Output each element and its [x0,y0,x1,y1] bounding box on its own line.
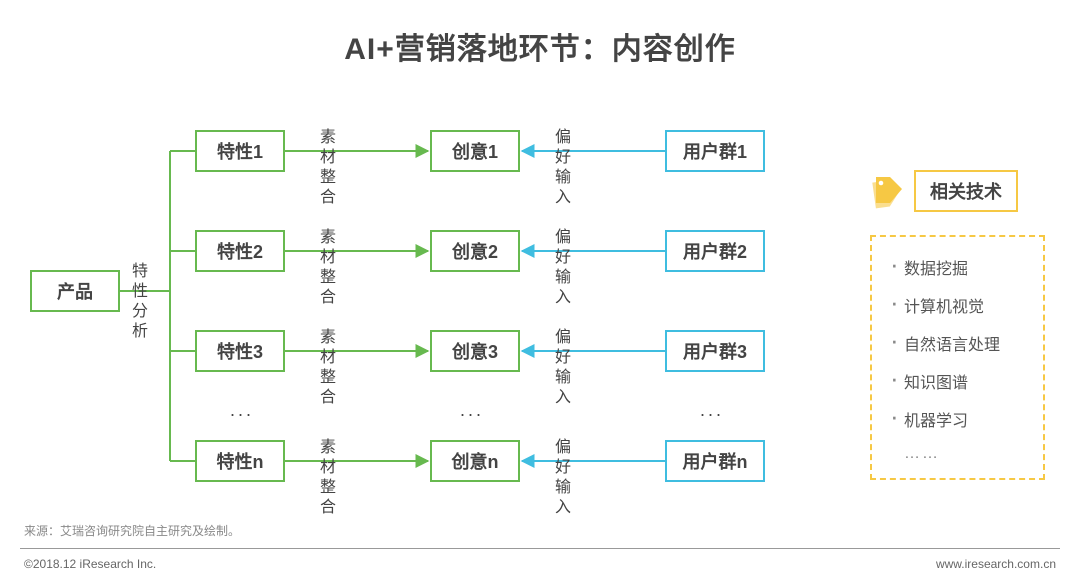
node-user-2: 用户群3 [665,330,765,372]
node-idea-0: 创意1 [430,130,520,172]
node-product: 产品 [30,270,120,312]
label-pref-1: 偏好输入 [555,228,571,308]
ellipsis-features: ... [230,400,254,421]
node-idea-2: 创意3 [430,330,520,372]
ellipsis-users: ... [700,400,724,421]
label-pref-2: 偏好输入 [555,328,571,408]
node-feature-2: 特性3 [195,330,285,372]
node-feature-3: 特性n [195,440,285,482]
tech-more: …… [890,445,1025,463]
footer-divider [20,548,1060,549]
tech-item-0: 数据挖掘 [890,255,1025,279]
node-feature-0: 特性1 [195,130,285,172]
node-user-3: 用户群n [665,440,765,482]
label-material-3: 素材整合 [320,438,336,518]
label-pref-0: 偏好输入 [555,128,571,208]
copyright-text: ©2018.12 iResearch Inc. [24,557,156,571]
node-idea-1: 创意2 [430,230,520,272]
label-feature-analysis: 特性分析 [132,262,148,342]
node-idea-3: 创意n [430,440,520,482]
label-material-1: 素材整合 [320,228,336,308]
tech-title-box: 相关技术 [914,170,1018,212]
tag-icon [870,173,906,209]
node-feature-1: 特性2 [195,230,285,272]
node-user-0: 用户群1 [665,130,765,172]
tech-item-1: 计算机视觉 [890,293,1025,317]
ellipsis-ideas: ... [460,400,484,421]
tech-item-2: 自然语言处理 [890,331,1025,355]
tech-list: 数据挖掘计算机视觉自然语言处理知识图谱机器学习 …… [870,235,1045,480]
tech-header: 相关技术 [870,170,1018,212]
label-material-0: 素材整合 [320,128,336,208]
page-title: AI+营销落地环节：内容创作 [0,24,1080,68]
node-user-1: 用户群2 [665,230,765,272]
label-material-2: 素材整合 [320,328,336,408]
label-pref-3: 偏好输入 [555,438,571,518]
tech-item-3: 知识图谱 [890,369,1025,393]
tech-item-4: 机器学习 [890,407,1025,431]
footer-url: www.iresearch.com.cn [936,557,1056,571]
source-text: 来源：艾瑞咨询研究院自主研究及绘制。 [24,522,240,539]
